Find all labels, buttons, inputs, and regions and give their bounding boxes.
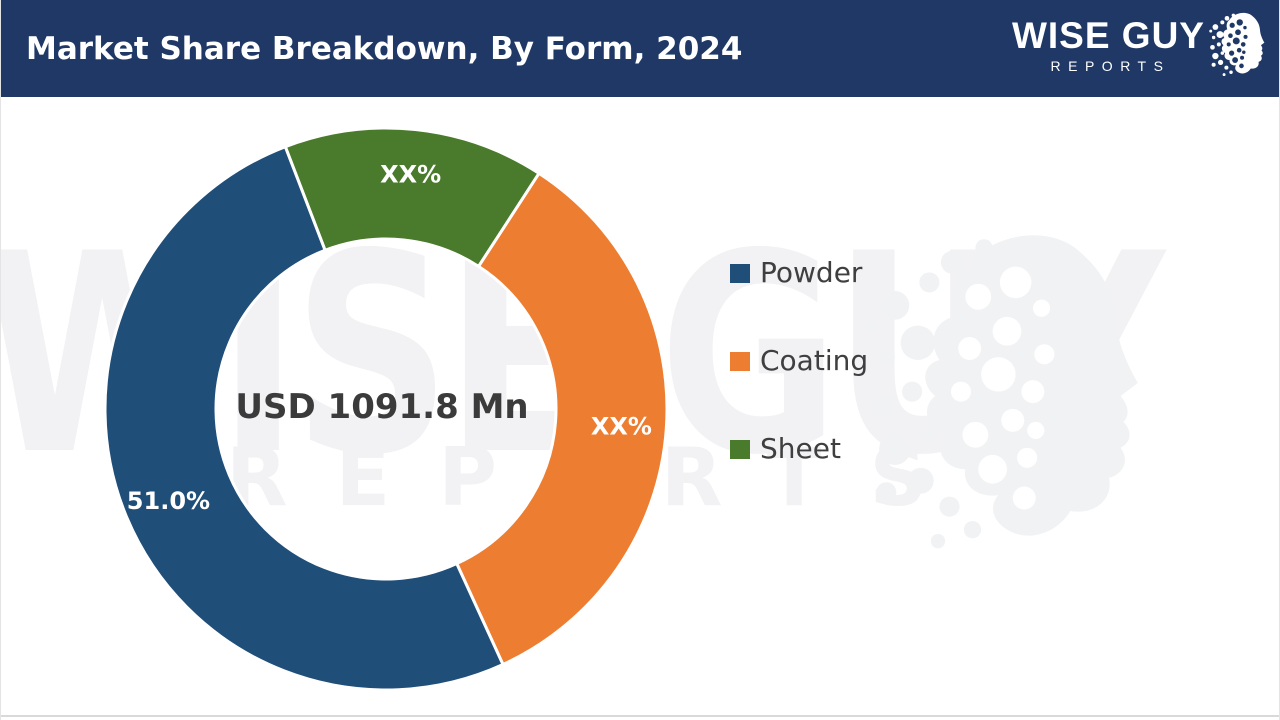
segment-label-coating: XX% bbox=[591, 413, 652, 441]
legend-item-powder: Powder bbox=[730, 258, 868, 288]
legend-swatch-powder bbox=[730, 263, 750, 283]
legend-item-sheet: Sheet bbox=[730, 434, 868, 464]
legend-label-coating: Coating bbox=[760, 344, 869, 377]
page-title: Market Share Breakdown, By Form, 2024 bbox=[26, 30, 743, 67]
logo-reports-label: REPORTS bbox=[1050, 57, 1171, 74]
legend-swatch-sheet bbox=[730, 439, 750, 459]
donut-center-value: USD 1091.8 Mn bbox=[235, 387, 529, 427]
logo-face-icon bbox=[1209, 9, 1267, 81]
bottom-divider bbox=[1, 715, 1279, 717]
logo-wiseguy-label: WISE GUY bbox=[1011, 14, 1205, 56]
donut-segment-powder bbox=[103, 144, 505, 692]
legend-label-sheet: Sheet bbox=[760, 432, 841, 465]
segment-label-powder: 51.0% bbox=[127, 487, 210, 515]
header: Market Share Breakdown, By Form, 2024 WI… bbox=[1, 0, 1279, 97]
legend-swatch-coating bbox=[730, 351, 750, 371]
segment-label-sheet: XX% bbox=[380, 161, 441, 189]
donut-segment-coating bbox=[454, 171, 669, 667]
legend: Powder Coating Sheet bbox=[730, 258, 868, 464]
wiseguy-logo: WISE GUY REPORTS bbox=[1012, 9, 1267, 81]
legend-label-powder: Powder bbox=[760, 256, 863, 289]
legend-item-coating: Coating bbox=[730, 346, 868, 376]
logo-text: WISE GUY REPORTS bbox=[1012, 17, 1205, 74]
